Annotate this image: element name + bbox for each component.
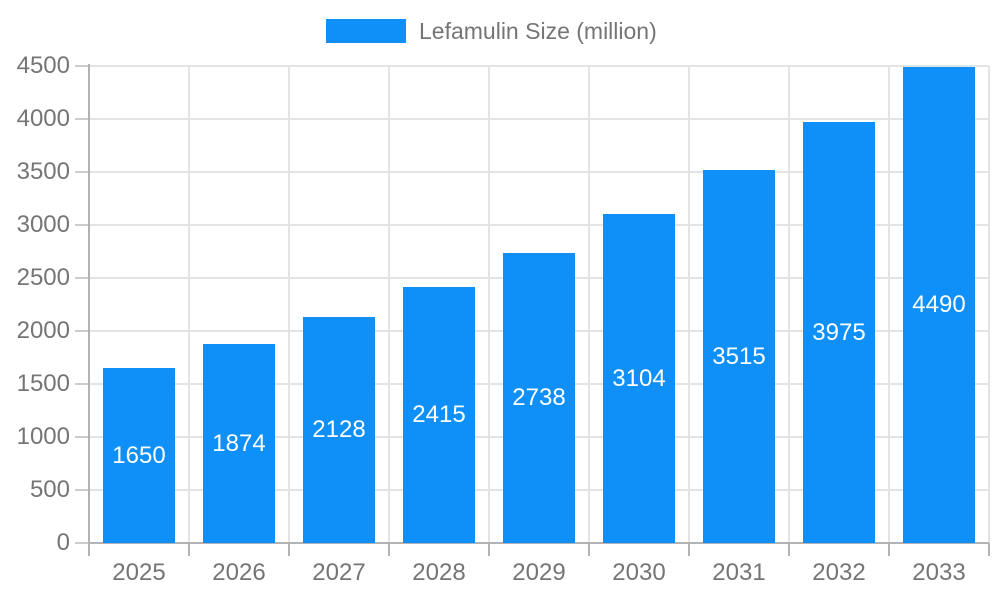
y-axis-tick-label: 0 [56,529,70,556]
gridline-vertical [988,66,990,543]
x-axis-tick [788,543,790,556]
y-axis-tick [75,330,89,332]
y-axis-tick [75,436,89,438]
bar[interactable] [803,122,875,543]
x-axis-category-label: 2031 [712,559,766,586]
bar-value-label: 2128 [312,416,366,443]
y-axis-tick [75,118,89,120]
y-axis-tick-label: 4000 [16,105,70,132]
x-axis-category-label: 2033 [912,559,966,586]
bar-value-label: 3515 [712,343,766,370]
y-axis-tick [75,224,89,226]
x-axis-tick [988,543,990,556]
x-axis-category-label: 2028 [412,559,466,586]
y-axis-tick-label: 2500 [16,264,70,291]
y-axis-tick [75,171,89,173]
bar[interactable] [503,253,575,543]
bar[interactable] [103,368,175,543]
y-axis-tick [75,383,89,385]
legend-item[interactable]: Lefamulin Size (million) [326,19,657,43]
y-axis-tick-label: 1500 [16,370,70,397]
y-axis-tick [75,489,89,491]
gridline-vertical [688,66,690,543]
legend-swatch-icon [326,19,406,43]
x-axis-tick [588,543,590,556]
x-axis-tick [488,543,490,556]
gridline-horizontal [89,224,989,226]
gridline-horizontal [89,171,989,173]
bar-value-label: 4490 [912,291,966,318]
gridline-horizontal [89,65,989,67]
bar[interactable] [203,344,275,543]
bar-value-label: 2738 [512,384,566,411]
y-axis-tick-label: 4500 [16,52,70,79]
bar[interactable] [403,287,475,543]
y-axis-tick-label: 3000 [16,211,70,238]
bar-value-label: 1650 [112,442,166,469]
bar-value-label: 3104 [612,365,666,392]
x-axis-category-label: 2029 [512,559,566,586]
gridline-vertical [388,66,390,543]
x-axis-tick [288,543,290,556]
bar-value-label: 1874 [212,430,266,457]
x-axis-category-label: 2030 [612,559,666,586]
y-axis-line [88,64,90,556]
legend-label: Lefamulin Size (million) [419,18,657,44]
y-axis-tick [75,65,89,67]
gridline-vertical [188,66,190,543]
gridline-vertical [488,66,490,543]
x-axis-tick [188,543,190,556]
gridline-vertical [788,66,790,543]
x-axis-category-label: 2025 [112,559,166,586]
x-axis-category-label: 2026 [212,559,266,586]
x-axis-category-label: 2032 [812,559,866,586]
y-axis-tick-label: 3500 [16,158,70,185]
bar[interactable] [903,67,975,543]
gridline-vertical [888,66,890,543]
gridline-horizontal [89,118,989,120]
bar[interactable] [303,317,375,543]
bar-value-label: 3975 [812,319,866,346]
x-axis-category-label: 2027 [312,559,366,586]
x-axis-tick [688,543,690,556]
x-axis-line [89,542,989,544]
x-axis-tick [888,543,890,556]
y-axis-tick-label: 2000 [16,317,70,344]
y-axis-tick-label: 500 [29,476,70,503]
y-axis-tick [75,277,89,279]
gridline-vertical [288,66,290,543]
x-axis-tick [388,543,390,556]
y-axis-tick [75,542,89,544]
bar[interactable] [603,214,675,543]
bar-value-label: 2415 [412,401,466,428]
gridline-vertical [588,66,590,543]
y-axis-tick-label: 1000 [16,423,70,450]
bar[interactable] [703,170,775,543]
